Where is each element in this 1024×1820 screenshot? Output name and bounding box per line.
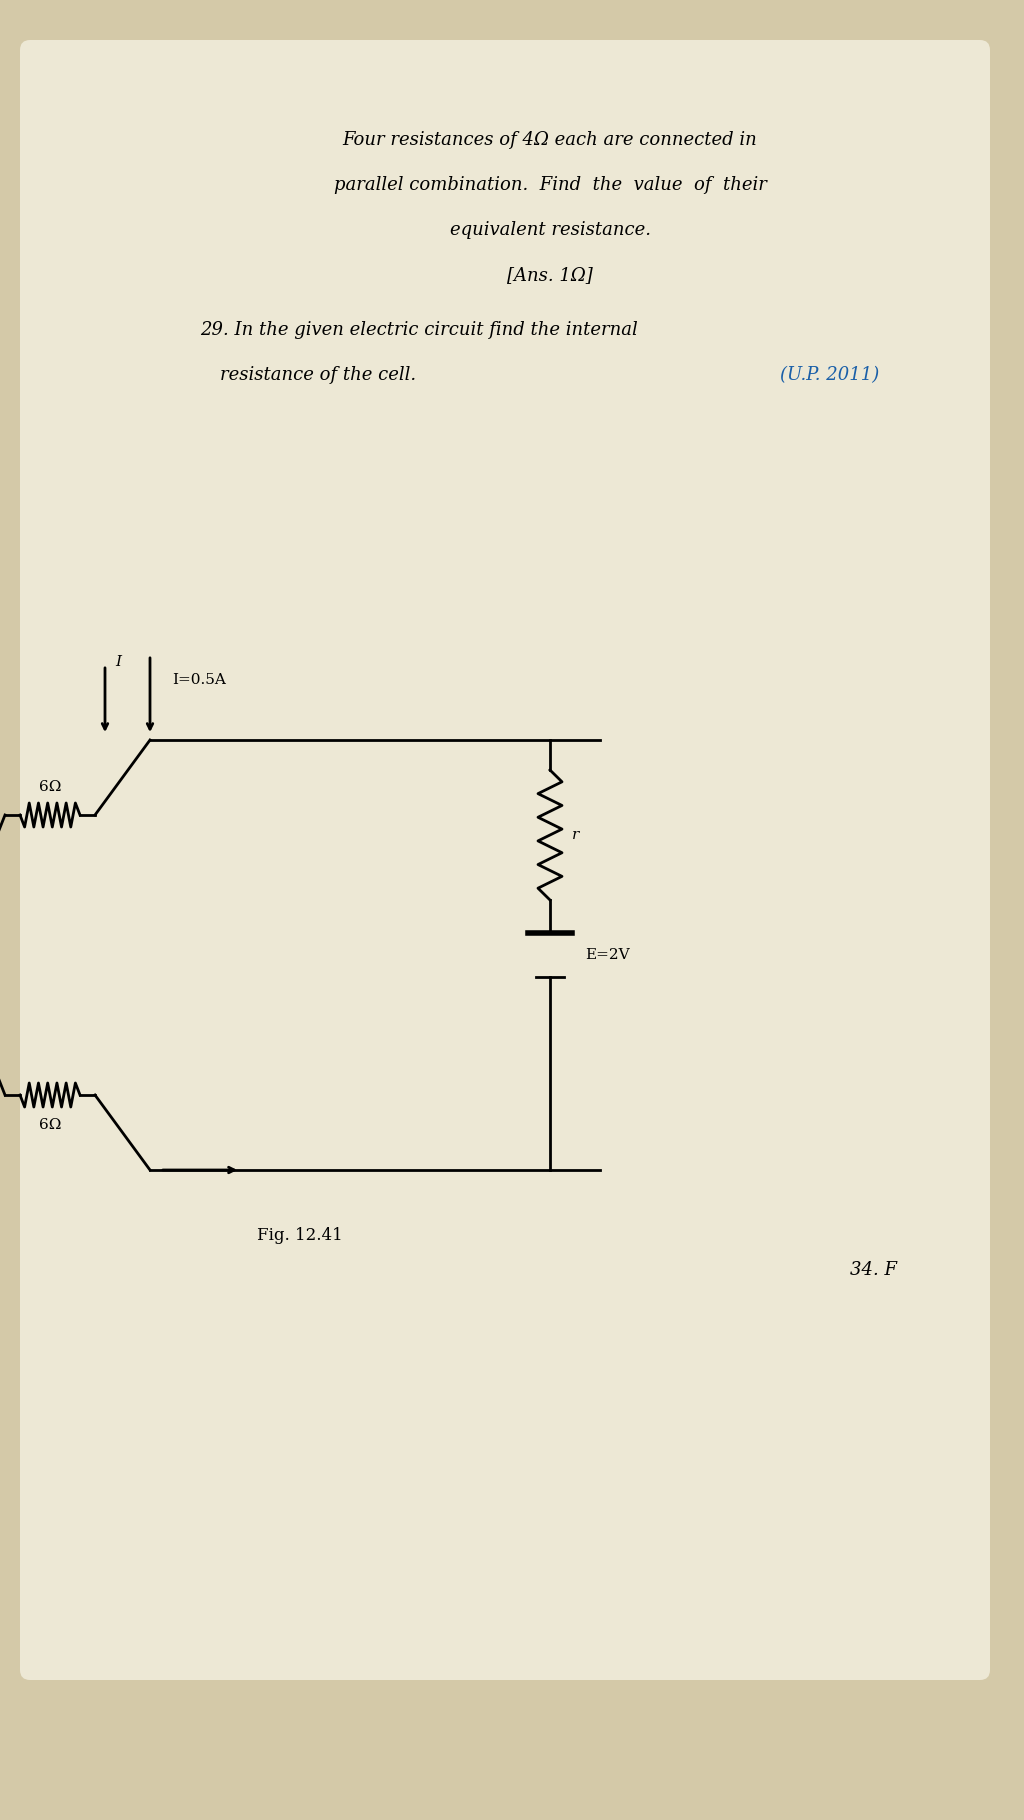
Text: (U.P. 2011): (U.P. 2011): [780, 366, 880, 384]
Text: Four resistances of 4Ω each are connected in: Four resistances of 4Ω each are connecte…: [343, 131, 758, 149]
Text: resistance of the cell.: resistance of the cell.: [220, 366, 416, 384]
Text: E=2V: E=2V: [585, 948, 630, 963]
Text: 6Ω: 6Ω: [39, 781, 61, 794]
Text: r: r: [572, 828, 580, 843]
Text: equivalent resistance.: equivalent resistance.: [450, 220, 650, 238]
Text: [Ans. 1Ω]: [Ans. 1Ω]: [507, 266, 593, 284]
Text: 6Ω: 6Ω: [39, 1117, 61, 1132]
Text: 34. F: 34. F: [850, 1261, 897, 1279]
Text: parallel combination.  Find  the  value  of  their: parallel combination. Find the value of …: [334, 177, 766, 195]
Text: I: I: [115, 655, 121, 670]
Text: Fig. 12.41: Fig. 12.41: [257, 1227, 343, 1243]
Text: 29. In the given electric circuit find the internal: 29. In the given electric circuit find t…: [200, 320, 638, 339]
Text: I=0.5A: I=0.5A: [172, 673, 226, 686]
FancyBboxPatch shape: [20, 40, 990, 1680]
